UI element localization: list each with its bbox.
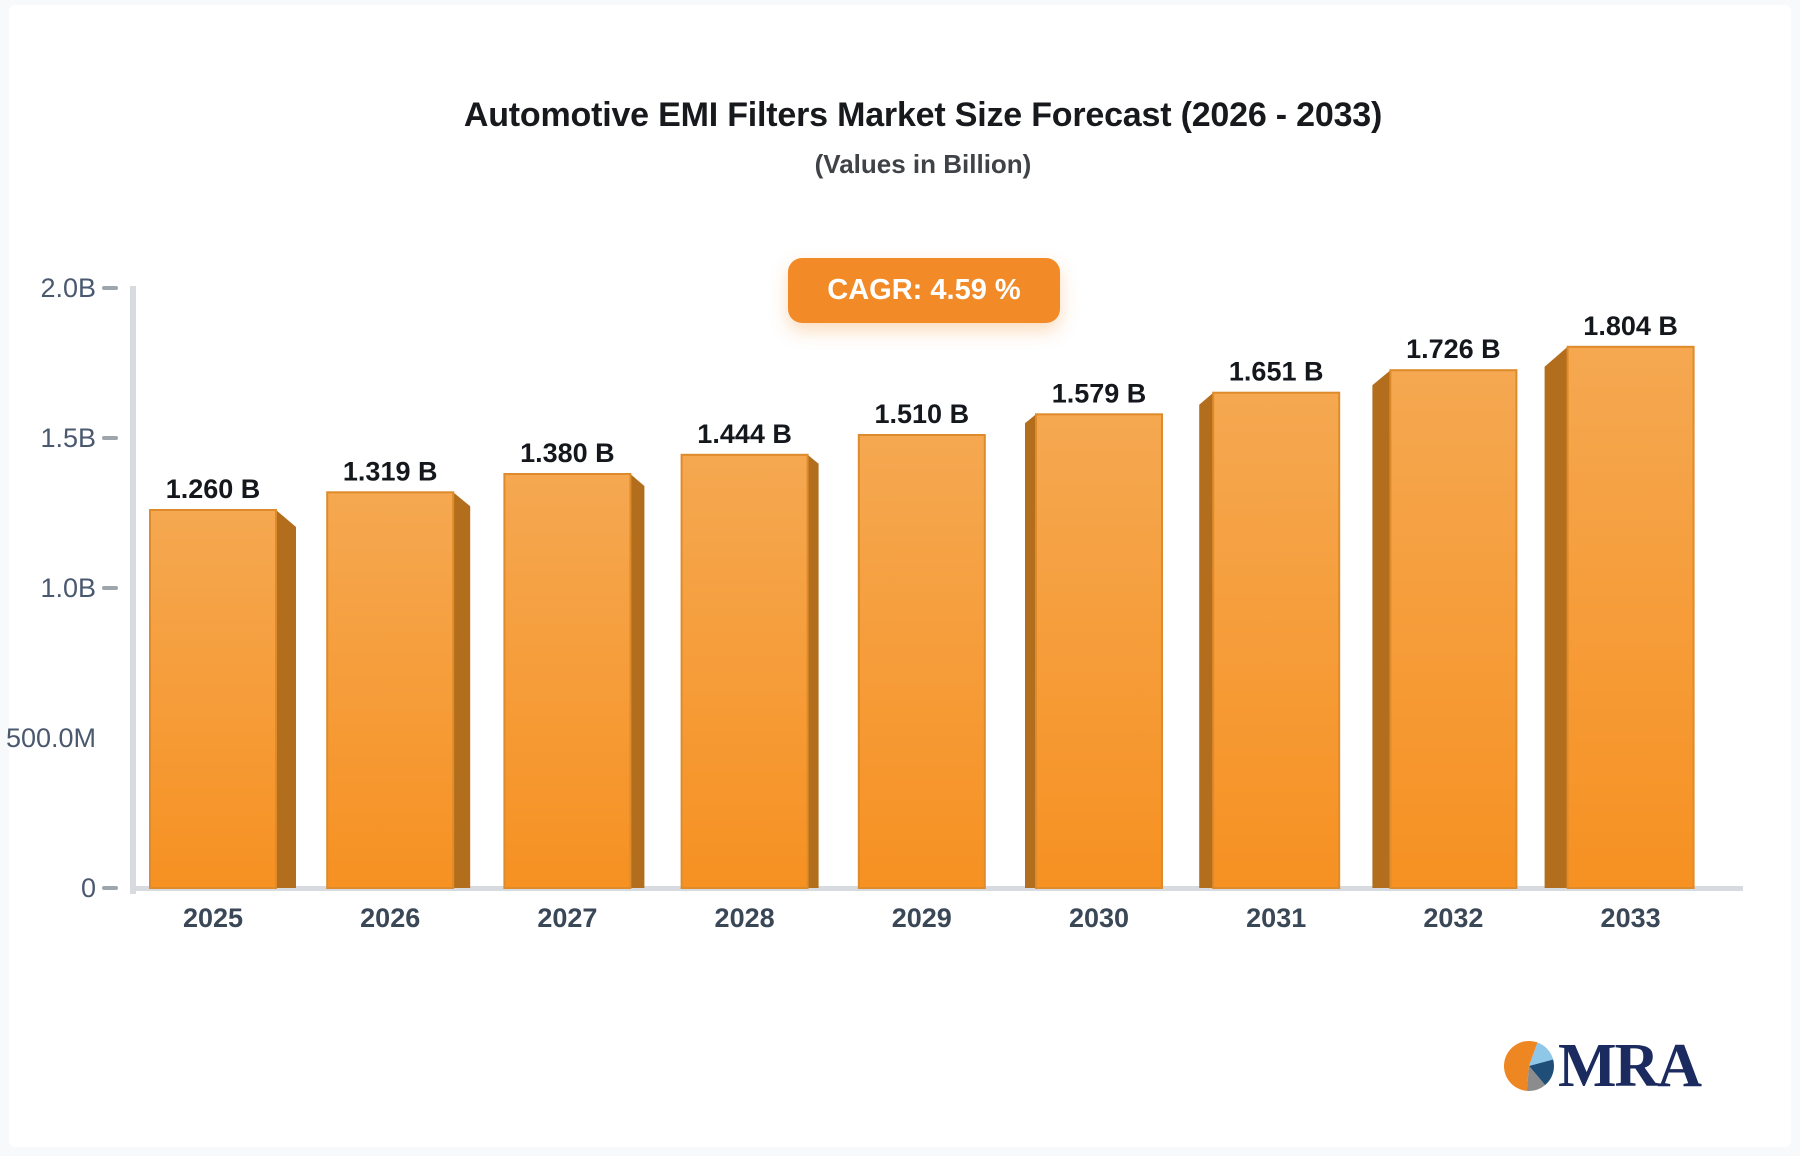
bar-value-label: 1.444 B [697,419,792,449]
bar-group-2026: 1.319 B 2026 [326,456,471,933]
x-axis-label: 2026 [360,903,420,933]
pie-slice [1529,1059,1555,1086]
chart-subtitle: (Values in Billion) [814,149,1032,179]
x-axis-label: 2025 [183,903,243,933]
pie-slice [1529,1042,1554,1066]
chart-card: Automotive EMI Filters Market Size Forec… [6,5,1791,1147]
y-axis-line [130,286,136,894]
bar-value-label: 1.579 B [1052,378,1147,408]
chart-title: Automotive EMI Filters Market Size Forec… [463,96,1383,134]
bar-value-label: 1.804 B [1583,311,1678,341]
y-tick-dash [102,886,118,890]
y-tick-dash [102,286,118,290]
bar-side-face [453,492,471,888]
bar-group-2029: 1.510 B 2029 [857,399,986,933]
y-tick-dash [102,436,118,440]
bar-group-2032: 1.726 B 2032 [1372,334,1518,933]
bar-2027 [503,473,632,889]
x-axis-label: 2030 [1069,903,1129,933]
bar-2025 [149,509,277,889]
pie-slice [1526,1066,1546,1091]
y-axis-label: 1.0B [40,573,96,603]
mra-logo: MRA [1503,1032,1702,1100]
cagr-badge: CAGR: 4.59 % [788,258,1060,323]
x-axis-label: 2028 [715,903,775,933]
bar-side-face [630,474,645,888]
bar-group-2033: 1.804 B 2033 [1544,311,1695,933]
bar-2030 [1035,413,1163,889]
bar-2028 [680,453,809,889]
bar-side-face [1544,346,1568,888]
bar-2026 [326,491,455,889]
mra-logo-text: MRA [1558,1032,1702,1100]
bar-side-face [1199,392,1214,888]
bar-value-label: 1.651 B [1229,357,1324,387]
bar-group-2031: 1.651 B 2031 [1199,357,1341,933]
bar-side-face [807,454,819,888]
pie-chart-logo-icon [1503,1040,1555,1091]
bar-group-2027: 1.380 B 2027 [503,438,645,933]
bar-value-label: 1.380 B [520,438,615,468]
bar-2031 [1212,391,1341,889]
x-axis-label: 2027 [537,903,597,933]
x-axis-label: 2033 [1601,903,1661,933]
bar-side-face [1372,370,1391,888]
bar-group-2025: 1.260 B 2025 [149,474,296,933]
bar-2032 [1389,369,1518,889]
cagr-badge-label: CAGR: 4.59 % [827,274,1021,306]
y-tick-dash [102,586,118,590]
pie-slice [1503,1040,1538,1091]
bar-group-2028: 1.444 B 2028 [680,419,819,933]
x-axis-label: 2029 [892,903,952,933]
bar-value-label: 1.260 B [166,474,261,504]
bar-value-label: 1.726 B [1406,334,1501,364]
y-axis-label: 0 [81,873,96,903]
y-axis-label: 1.5B [40,423,96,453]
bar-2033 [1566,345,1695,889]
bar-side-face [276,510,296,888]
x-axis-label: 2032 [1423,903,1483,933]
bar-side-face [1025,414,1036,888]
bar-2029 [857,434,986,889]
y-axis-label: 2.0B [40,273,96,303]
bar-value-label: 1.510 B [875,399,970,429]
y-axis-label: 500.0M [6,723,96,753]
bar-value-label: 1.319 B [343,456,438,486]
bar-group-2030: 1.579 B 2030 [1025,378,1163,933]
x-axis-label: 2031 [1246,903,1306,933]
